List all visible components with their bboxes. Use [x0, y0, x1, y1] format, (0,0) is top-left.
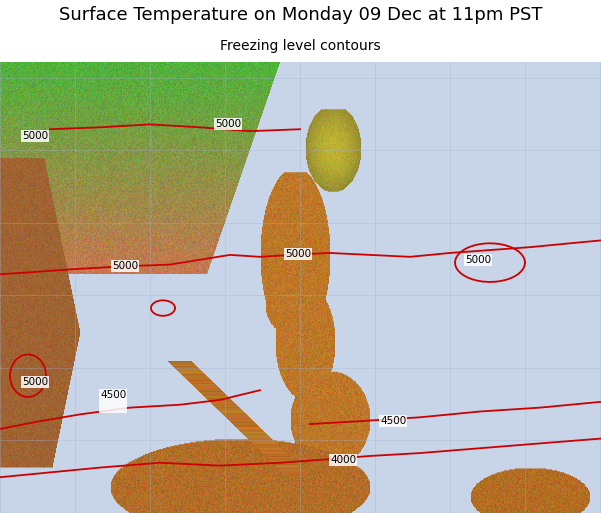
Text: 5000: 5000: [22, 378, 48, 387]
Text: 4500: 4500: [380, 416, 406, 426]
Text: 5000: 5000: [22, 131, 48, 141]
Text: 4500: 4500: [100, 390, 126, 411]
Text: 4000: 4000: [330, 455, 356, 465]
Text: 5000: 5000: [465, 254, 491, 265]
Text: Freezing level contours: Freezing level contours: [220, 39, 381, 53]
Text: 5000: 5000: [215, 120, 241, 129]
Text: Surface Temperature on Monday 09 Dec at 11pm PST: Surface Temperature on Monday 09 Dec at …: [59, 6, 542, 25]
Text: 5000: 5000: [285, 249, 311, 259]
Text: 5000: 5000: [112, 262, 138, 271]
